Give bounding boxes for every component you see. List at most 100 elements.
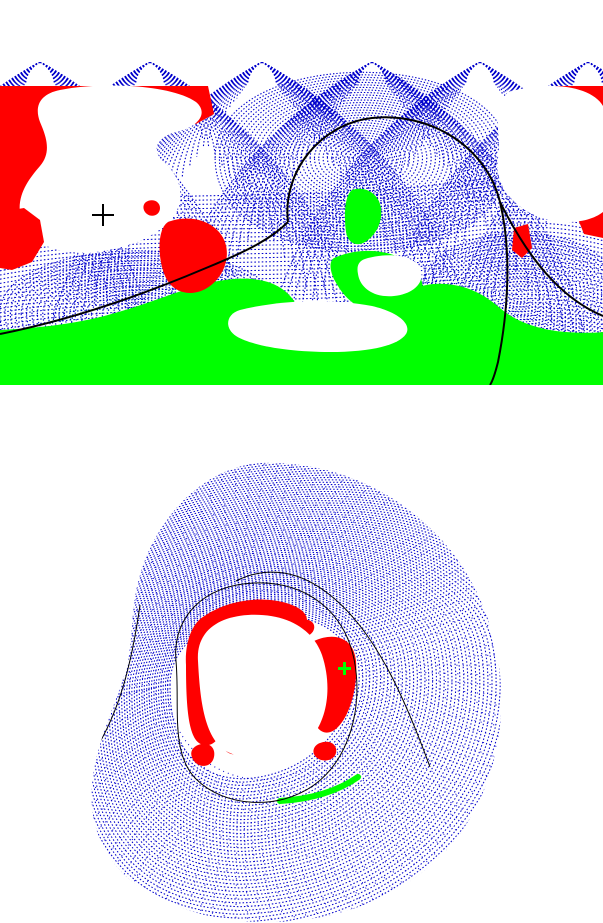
- contour-line: [288, 114, 436, 206]
- contour-line: [136, 588, 403, 828]
- contour-line: [236, 84, 488, 239]
- contour-line: [326, 137, 398, 181]
- contour-line: [91, 500, 502, 923]
- contour-line: [261, 62, 443, 324]
- contour-line: [499, 280, 541, 308]
- separatrix-diagonal: [0, 221, 289, 335]
- contour-line: [91, 713, 173, 821]
- contour-line: [126, 580, 418, 842]
- separatrix-loop: [286, 116, 509, 385]
- contour-line: [368, 62, 589, 380]
- contour-line: [149, 62, 370, 380]
- contour-line: [458, 255, 582, 333]
- contour-line: [102, 563, 453, 874]
- contour-line: [158, 604, 371, 797]
- contour-line: [91, 472, 502, 923]
- contour-line: [115, 573, 434, 856]
- green-marker-dot: [338, 662, 351, 675]
- contour-line: [283, 112, 441, 209]
- contour-line: [306, 62, 373, 157]
- green-region-island-upper: [344, 188, 382, 245]
- contour-line: [91, 502, 502, 923]
- contour-line: [266, 778, 338, 923]
- contour-line: [91, 731, 181, 878]
- contour-line: [275, 107, 449, 214]
- contour-line: [201, 772, 229, 923]
- contour-line: [91, 484, 502, 923]
- contour-line: [167, 611, 357, 783]
- contour-line: [351, 633, 502, 657]
- contour-line: [242, 776, 252, 923]
- contour-line: [143, 593, 392, 817]
- contour-line: [234, 462, 239, 595]
- contour-line: [105, 565, 449, 871]
- contour-line: [343, 576, 502, 639]
- contour-line: [365, 62, 481, 228]
- contour-line: [91, 474, 502, 923]
- contour-line: [474, 265, 566, 323]
- white-region-center-lobe: [357, 255, 422, 297]
- contour-line: [91, 537, 502, 923]
- contour-line: [371, 62, 453, 178]
- contour-line: [348, 149, 376, 167]
- contour-line: [394, 62, 589, 342]
- contour-line: [91, 551, 477, 896]
- contour-line: [345, 590, 502, 643]
- contour-line: [91, 549, 481, 900]
- contour-line: [318, 132, 406, 186]
- contour-line: [110, 569, 441, 863]
- contour-line: [149, 62, 331, 324]
- contour-line: [515, 290, 525, 298]
- contour-line: [356, 62, 373, 84]
- contour-line: [261, 62, 278, 84]
- contour-line: [227, 79, 497, 244]
- contour-line: [91, 590, 179, 643]
- contour-line: [371, 62, 438, 157]
- contour-line: [464, 62, 481, 84]
- contour-line: [99, 561, 457, 878]
- red-region-brazil: [159, 218, 227, 293]
- contour-line: [441, 245, 599, 343]
- contour-line: [572, 62, 589, 84]
- green-arc: [277, 774, 361, 804]
- contour-line: [91, 708, 172, 806]
- contour-line: [295, 462, 439, 598]
- contour-line: [149, 62, 265, 228]
- contour-line: [266, 102, 458, 220]
- contour-line: [466, 260, 574, 328]
- contour-line: [214, 62, 263, 130]
- contour-line: [331, 747, 502, 923]
- contour-line: [357, 154, 367, 162]
- contour-line: [91, 481, 502, 923]
- contour-line: [169, 768, 220, 923]
- contour-line: [91, 547, 485, 904]
- contour-line: [299, 62, 481, 324]
- contour-line: [292, 117, 432, 203]
- contour-line: [91, 506, 502, 923]
- contour-line: [371, 62, 487, 228]
- contour-line: [257, 62, 373, 228]
- contour-line: [240, 87, 484, 236]
- contour-line: [503, 283, 537, 305]
- contour-line: [98, 754, 200, 923]
- contour-line: [249, 91, 475, 231]
- contour-line: [266, 62, 373, 215]
- contour-line: [374, 62, 481, 215]
- contour-line: [91, 520, 502, 923]
- contour-line: [121, 577, 426, 849]
- contour-line: [242, 462, 252, 594]
- contour-line: [305, 124, 419, 195]
- contour-line: [223, 76, 501, 247]
- contour-line: [296, 119, 428, 200]
- contour-line: [91, 576, 181, 639]
- contour-line: [334, 743, 502, 917]
- contour-line: [24, 62, 41, 84]
- contour-line: [286, 62, 481, 342]
- contour-line: [246, 62, 263, 84]
- contour-line: [91, 563, 184, 635]
- contour-line: [164, 609, 360, 787]
- contour-line: [339, 145, 385, 173]
- red-region-left-lower: [0, 208, 44, 270]
- bottom-panel-canvas: [0, 455, 603, 923]
